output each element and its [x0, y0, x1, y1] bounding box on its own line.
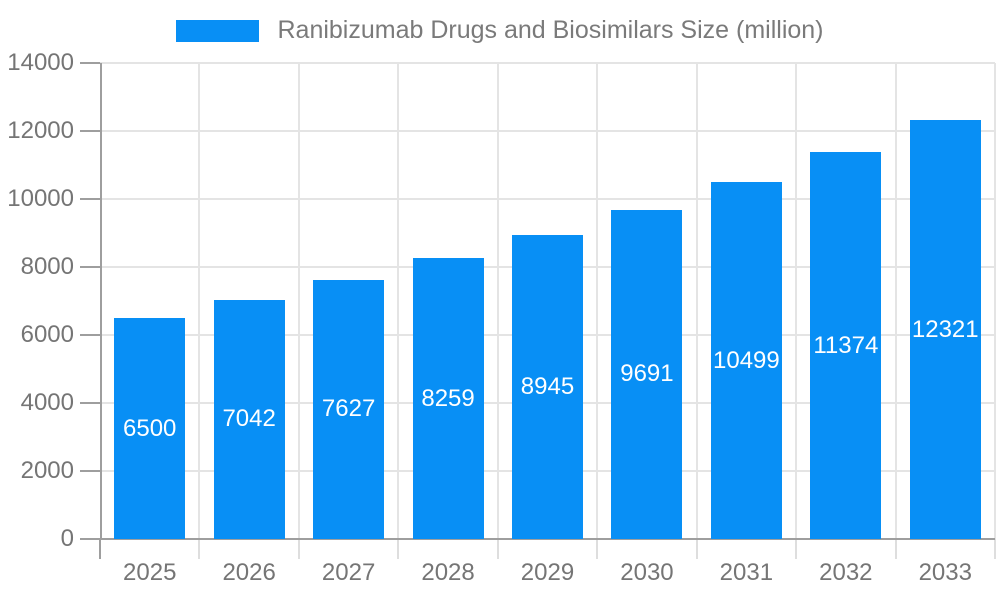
x-tick-mark	[795, 539, 798, 559]
bar: 7627	[313, 279, 385, 539]
bar: 12321	[909, 120, 981, 539]
y-tick-mark	[80, 334, 100, 336]
x-tick-label: 2029	[520, 559, 575, 586]
v-gridline	[198, 63, 201, 539]
bar: 9691	[611, 209, 683, 539]
y-tick-label: 12000	[7, 117, 74, 144]
x-tick-label: 2033	[918, 559, 972, 586]
x-tick-label: 2032	[819, 559, 873, 586]
y-tick-mark	[80, 62, 100, 64]
x-tick-mark	[99, 539, 101, 559]
bar: 11374	[810, 152, 882, 539]
bar-value-label: 10499	[713, 346, 780, 374]
y-tick-label: 10000	[7, 185, 74, 212]
x-tick-mark	[894, 539, 897, 559]
bar-value-label: 9691	[620, 360, 674, 388]
bar: 10499	[710, 182, 782, 539]
bar-value-label: 7042	[222, 405, 276, 433]
v-gridline	[894, 63, 897, 539]
y-tick-label: 2000	[20, 457, 74, 484]
y-tick-mark	[80, 266, 100, 268]
y-tick-label: 0	[60, 525, 74, 552]
x-tick-mark	[397, 539, 400, 559]
x-tick-mark	[994, 539, 996, 559]
y-tick-mark	[80, 198, 100, 200]
y-tick-mark	[80, 538, 100, 540]
x-axis-line	[100, 538, 995, 540]
v-gridline	[397, 63, 400, 539]
y-tick-mark	[80, 470, 100, 472]
x-tick-mark	[596, 539, 599, 559]
h-gridline	[100, 130, 995, 132]
legend-label: Ranibizumab Drugs and Biosimilars Size (…	[277, 16, 824, 44]
legend-swatch-icon	[176, 19, 260, 42]
h-gridline	[100, 62, 995, 64]
h-gridline	[100, 198, 995, 200]
bar-value-label: 8945	[520, 372, 575, 400]
x-tick-mark	[297, 539, 300, 559]
x-tick-label: 2031	[719, 559, 774, 586]
bar-value-label: 11374	[813, 331, 879, 359]
bar: 8945	[512, 234, 583, 539]
bar-value-label: 8259	[421, 384, 475, 412]
y-tick-mark	[80, 130, 100, 132]
v-gridline	[297, 63, 300, 539]
v-gridline	[994, 63, 996, 539]
bar: 8259	[412, 258, 484, 539]
chart-legend: Ranibizumab Drugs and Biosimilars Size (…	[0, 18, 1000, 43]
x-tick-mark	[695, 539, 698, 559]
y-tick-label: 14000	[7, 49, 74, 76]
x-tick-label: 2025	[123, 559, 177, 586]
bar-value-label: 12321	[911, 315, 979, 343]
x-tick-label: 2028	[421, 559, 475, 586]
bar-value-label: 7627	[321, 395, 376, 423]
x-tick-label: 2030	[620, 559, 674, 586]
x-tick-label: 2026	[222, 559, 276, 586]
y-axis-line	[100, 63, 102, 539]
x-tick-label: 2027	[321, 559, 376, 586]
y-tick-label: 8000	[20, 253, 74, 280]
x-tick-mark	[198, 539, 201, 559]
y-tick-label: 4000	[20, 389, 74, 416]
x-tick-mark	[496, 539, 499, 559]
v-gridline	[496, 63, 499, 539]
v-gridline	[795, 63, 798, 539]
v-gridline	[596, 63, 599, 539]
y-tick-mark	[80, 402, 100, 404]
v-gridline	[695, 63, 698, 539]
bar: 7042	[213, 299, 285, 539]
bar-value-label: 6500	[123, 414, 177, 442]
y-tick-label: 6000	[20, 321, 74, 348]
bar: 6500	[114, 318, 186, 539]
